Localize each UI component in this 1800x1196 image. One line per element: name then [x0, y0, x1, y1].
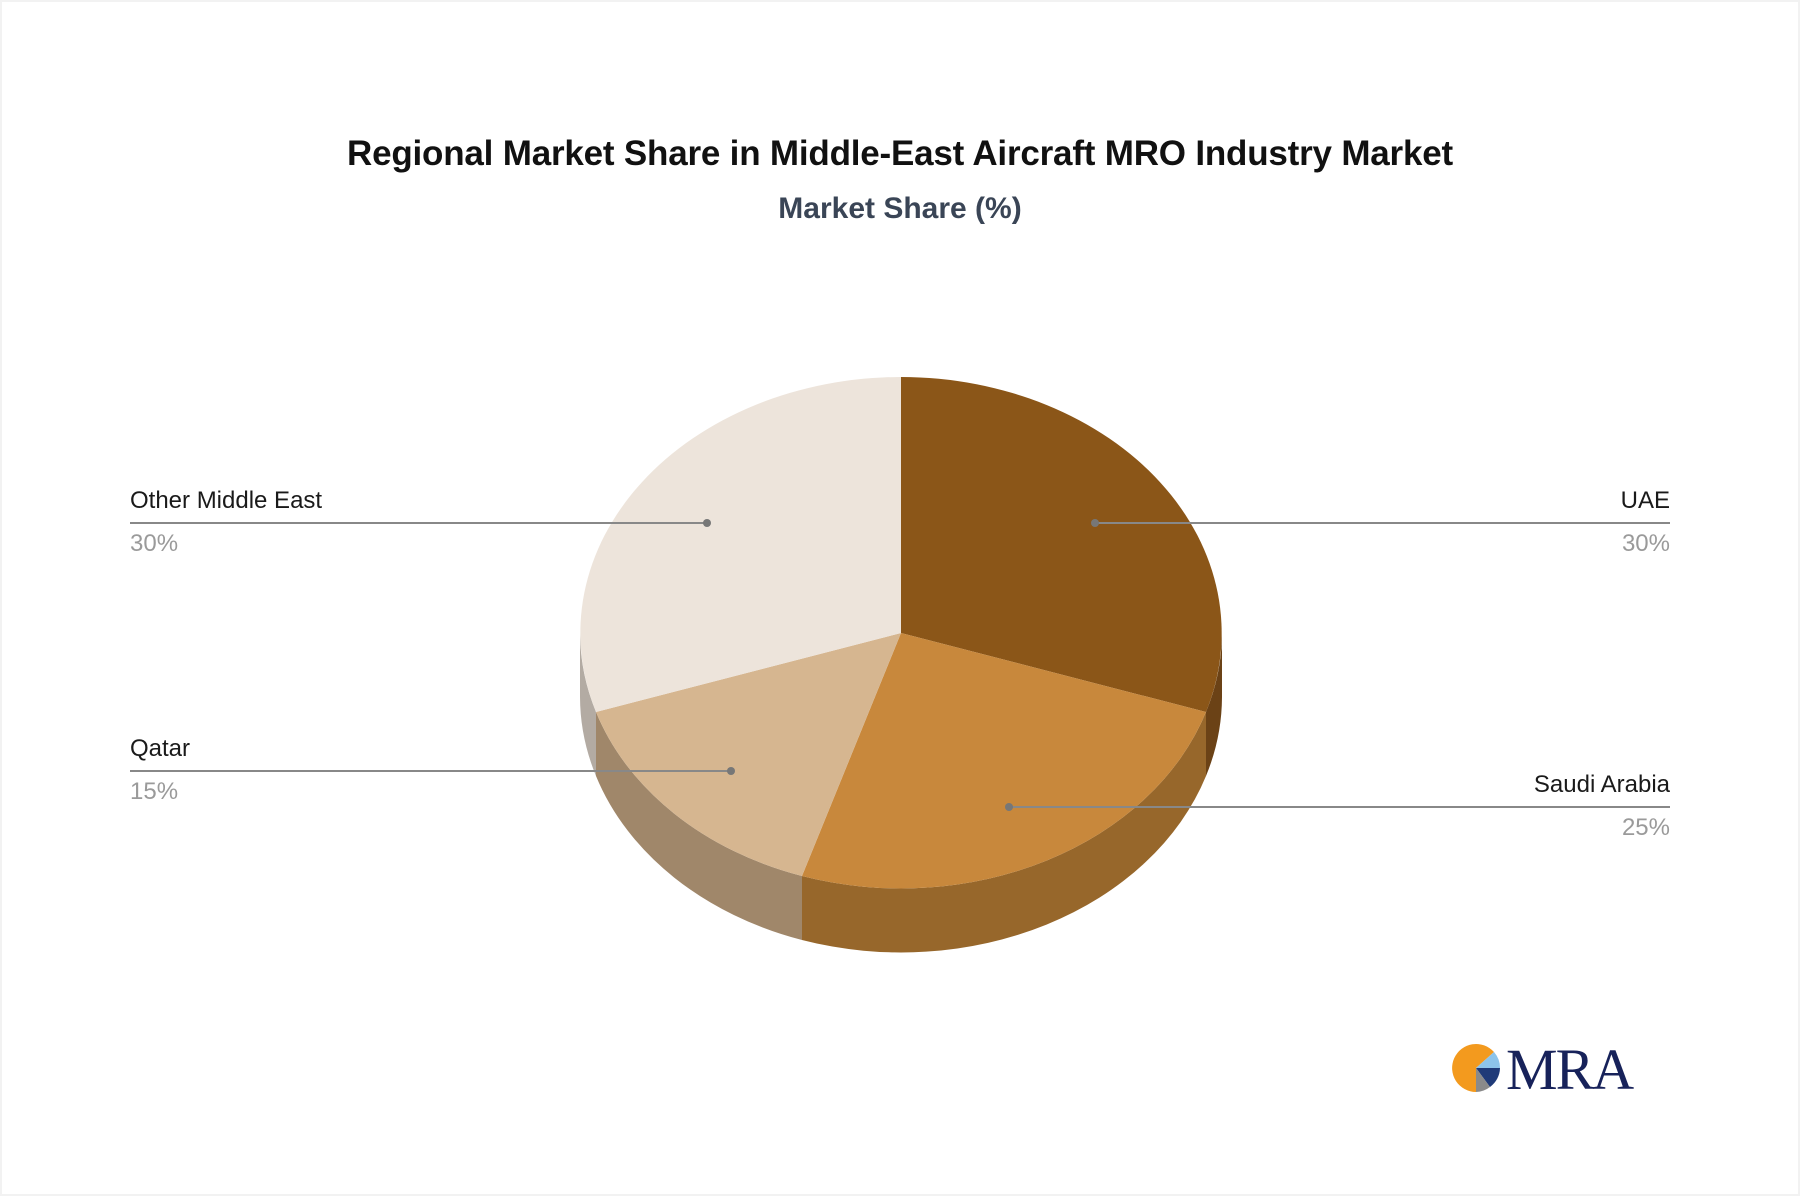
chart-subtitle: Market Share (%) [778, 192, 1022, 225]
slice-uae[interactable] [901, 377, 1222, 712]
slice-side-qatar [596, 712, 802, 940]
leader-dot-saudi-arabia [1005, 803, 1013, 811]
value-qatar: 15% [130, 778, 179, 805]
label-other-middle-east: Other Middle East [130, 487, 323, 514]
slice-qatar[interactable] [596, 633, 901, 876]
leader-dot-uae [1091, 519, 1099, 527]
slice-side-saudi-arabia [802, 712, 1206, 953]
slice-other-middle-east[interactable] [580, 377, 901, 712]
label-qatar: Qatar [130, 735, 191, 762]
chart-title: Regional Market Share in Middle-East Air… [347, 134, 1453, 173]
leader-dot-other-middle-east [703, 519, 711, 527]
logo-text: MRA [1506, 1037, 1634, 1102]
value-uae: 30% [1621, 530, 1670, 557]
logo-pie-icon [1452, 1044, 1501, 1092]
label-saudi-arabia: Saudi Arabia [1533, 771, 1670, 798]
mra-logo: MRA [1450, 1037, 1650, 1102]
value-saudi-arabia: 25% [1621, 814, 1670, 841]
slice-saudi-arabia[interactable] [802, 633, 1206, 889]
leader-dot-qatar [727, 767, 735, 775]
slice-side-uae [1206, 633, 1222, 776]
label-uae: UAE [1620, 487, 1670, 514]
value-other-middle-east: 30% [130, 530, 179, 557]
slice-side-other-middle-east [580, 633, 596, 776]
